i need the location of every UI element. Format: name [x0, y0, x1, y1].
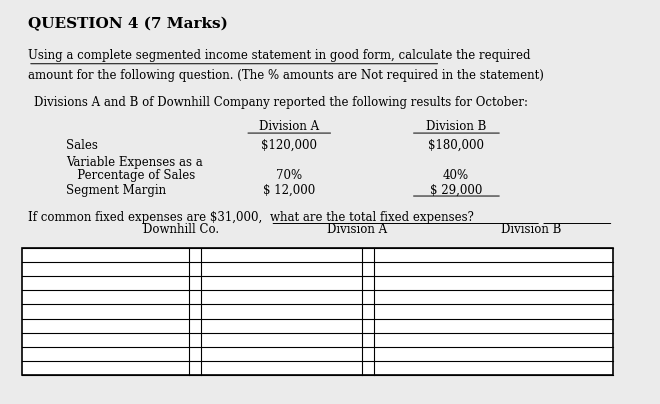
- Text: QUESTION 4 (7 Marks): QUESTION 4 (7 Marks): [28, 17, 228, 31]
- Bar: [22, 248, 614, 375]
- Text: Division B: Division B: [502, 223, 562, 236]
- Text: $180,000: $180,000: [428, 139, 484, 152]
- Text: Downhill Co.: Downhill Co.: [143, 223, 218, 236]
- Text: what are the total fixed expenses?: what are the total fixed expenses?: [271, 211, 475, 224]
- Text: Sales: Sales: [66, 139, 98, 152]
- Text: Percentage of Sales: Percentage of Sales: [66, 169, 195, 182]
- Text: Using a complete segmented income statement in good form, calculate the required: Using a complete segmented income statem…: [28, 48, 531, 61]
- Text: amount for the following question. (The % amounts are Not required in the statem: amount for the following question. (The …: [28, 69, 544, 82]
- Text: 40%: 40%: [443, 169, 469, 182]
- Text: $ 29,000: $ 29,000: [430, 184, 482, 197]
- Text: $ 12,000: $ 12,000: [263, 184, 315, 197]
- Text: $120,000: $120,000: [261, 139, 317, 152]
- Text: Segment Margin: Segment Margin: [66, 184, 166, 197]
- Text: Divisions A and B of Downhill Company reported the following results for October: Divisions A and B of Downhill Company re…: [34, 97, 528, 109]
- Text: Variable Expenses as a: Variable Expenses as a: [66, 156, 203, 169]
- Text: Division A: Division A: [327, 223, 387, 236]
- Text: Division A: Division A: [259, 120, 319, 133]
- Text: If common fixed expenses are $31,000,: If common fixed expenses are $31,000,: [28, 211, 266, 224]
- Text: 70%: 70%: [276, 169, 302, 182]
- Text: Division B: Division B: [426, 120, 486, 133]
